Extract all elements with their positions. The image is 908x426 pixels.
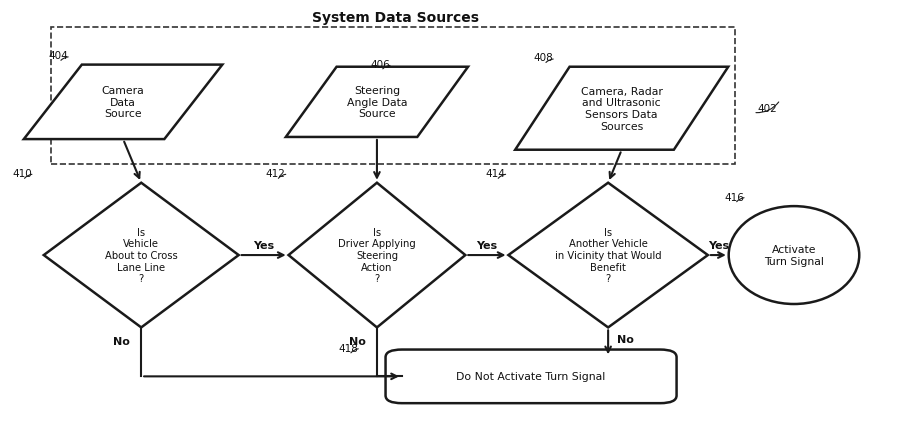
Text: 408: 408 (533, 53, 553, 63)
Text: Steering
Angle Data
Source: Steering Angle Data Source (347, 86, 407, 119)
FancyBboxPatch shape (386, 350, 676, 403)
Text: 406: 406 (370, 60, 390, 70)
Polygon shape (44, 183, 239, 328)
Text: 410: 410 (12, 169, 32, 179)
Polygon shape (286, 68, 468, 138)
Text: Is
Driver Applying
Steering
Action
?: Is Driver Applying Steering Action ? (338, 227, 416, 284)
Polygon shape (289, 183, 465, 328)
Text: Camera
Data
Source: Camera Data Source (102, 86, 144, 119)
Bar (51, 28, 735, 164)
Text: 404: 404 (48, 51, 68, 61)
Text: 402: 402 (757, 104, 777, 114)
Text: Activate
Turn Signal: Activate Turn Signal (764, 245, 824, 266)
Text: Is
Another Vehicle
in Vicinity that Would
Benefit
?: Is Another Vehicle in Vicinity that Woul… (555, 227, 661, 284)
Text: Yes: Yes (477, 240, 498, 250)
Text: No: No (617, 334, 634, 344)
Text: 416: 416 (725, 193, 744, 202)
Text: Do Not Activate Turn Signal: Do Not Activate Turn Signal (457, 371, 606, 381)
Text: Yes: Yes (253, 240, 274, 250)
Text: Is
Vehicle
About to Cross
Lane Line
?: Is Vehicle About to Cross Lane Line ? (104, 227, 178, 284)
Text: 418: 418 (339, 343, 359, 353)
Text: No: No (114, 336, 131, 346)
Ellipse shape (729, 207, 859, 304)
Text: System Data Sources: System Data Sources (311, 12, 479, 25)
Text: 412: 412 (266, 169, 286, 179)
Polygon shape (24, 66, 222, 140)
Text: Yes: Yes (707, 240, 729, 250)
Polygon shape (515, 68, 728, 150)
Polygon shape (508, 183, 708, 328)
Text: Camera, Radar
and Ultrasonic
Sensors Data
Sources: Camera, Radar and Ultrasonic Sensors Dat… (581, 86, 663, 131)
Text: 414: 414 (486, 169, 506, 179)
Text: No: No (350, 336, 366, 346)
